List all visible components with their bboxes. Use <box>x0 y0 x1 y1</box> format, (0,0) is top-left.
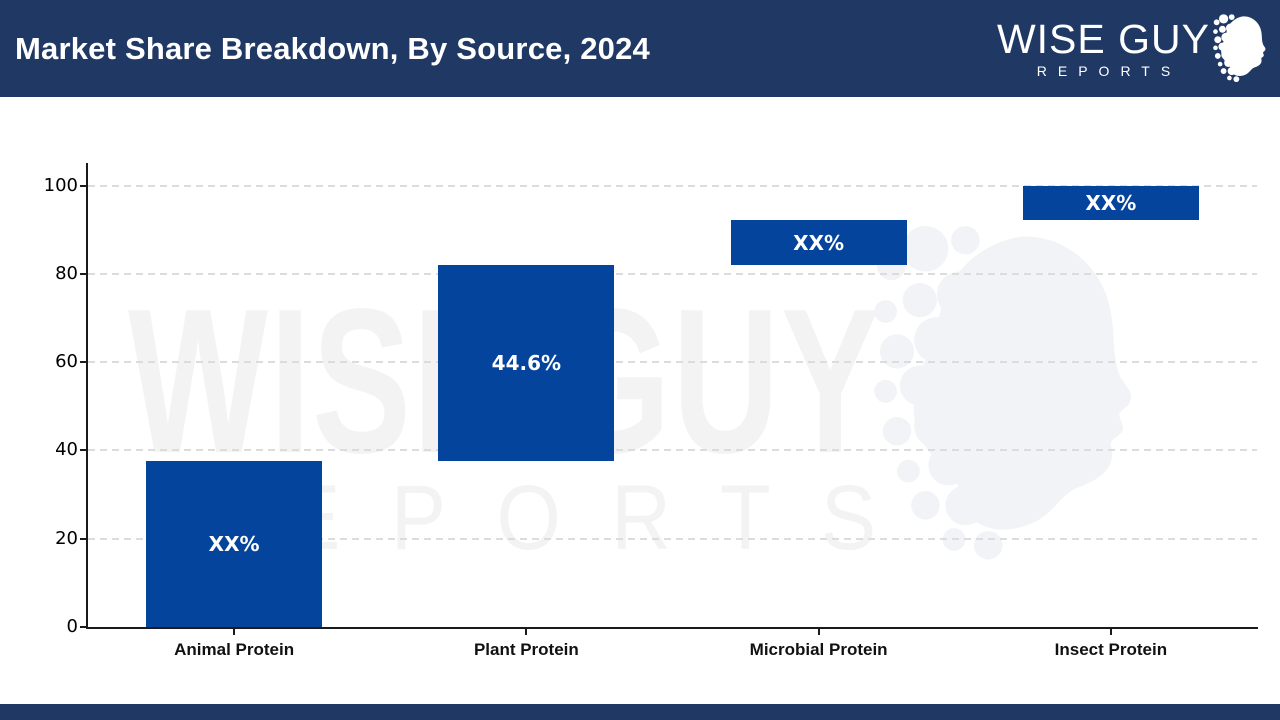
gridline <box>88 449 1257 452</box>
bar-value-label: XX% <box>208 532 260 557</box>
y-tick-label: 20 <box>55 527 78 549</box>
y-tick-mark <box>80 184 88 187</box>
logo-subtitle: REPORTS <box>1036 63 1182 79</box>
watermark-head-icon <box>852 226 1170 568</box>
y-tick-label: 0 <box>66 616 78 637</box>
gridline <box>88 184 1257 187</box>
wise-guy-logo: WISE GUY REPORTS <box>997 7 1270 91</box>
y-tick-label: 60 <box>55 351 78 373</box>
x-tick-mark <box>525 629 528 635</box>
footer-bar <box>0 704 1280 720</box>
x-axis-line <box>86 627 1258 629</box>
bar-insect-protein: XX% <box>1022 185 1199 221</box>
dotted-head-icon <box>1212 9 1270 89</box>
logo-wordmark: WISE GUY <box>996 16 1210 62</box>
y-tick-label: 40 <box>55 439 78 461</box>
bar-microbial-protein: XX% <box>730 220 907 265</box>
bar-value-label: XX% <box>793 230 845 255</box>
gridline <box>88 272 1257 275</box>
y-tick-mark <box>80 361 88 364</box>
bar-value-label: XX% <box>1085 191 1137 216</box>
y-tick-mark <box>80 537 88 540</box>
header-bar: Market Share Breakdown, By Source, 2024 … <box>0 0 1280 97</box>
bar-value-label: 44.6% <box>491 351 562 376</box>
x-tick-mark <box>233 629 236 635</box>
category-label: Microbial Protein <box>749 640 888 659</box>
y-tick-label: 80 <box>55 262 78 284</box>
x-tick-mark <box>1109 629 1112 635</box>
logo-text: WISE GUY REPORTS <box>996 16 1210 80</box>
gridline <box>88 537 1257 540</box>
bar-plant-protein: 44.6% <box>438 264 615 462</box>
y-tick-mark <box>80 449 88 452</box>
x-tick-mark <box>817 629 820 635</box>
page-title: Market Share Breakdown, By Source, 2024 <box>15 30 650 66</box>
y-tick-mark <box>80 272 88 275</box>
category-label: Insect Protein <box>1054 640 1168 659</box>
gridline <box>88 361 1257 364</box>
y-tick-mark <box>80 626 88 628</box>
y-tick-label: 100 <box>43 174 78 196</box>
bar-animal-protein: XX% <box>146 461 323 627</box>
category-label: Animal Protein <box>174 640 295 659</box>
y-axis-line <box>86 163 88 629</box>
category-label: Plant Protein <box>473 640 579 659</box>
